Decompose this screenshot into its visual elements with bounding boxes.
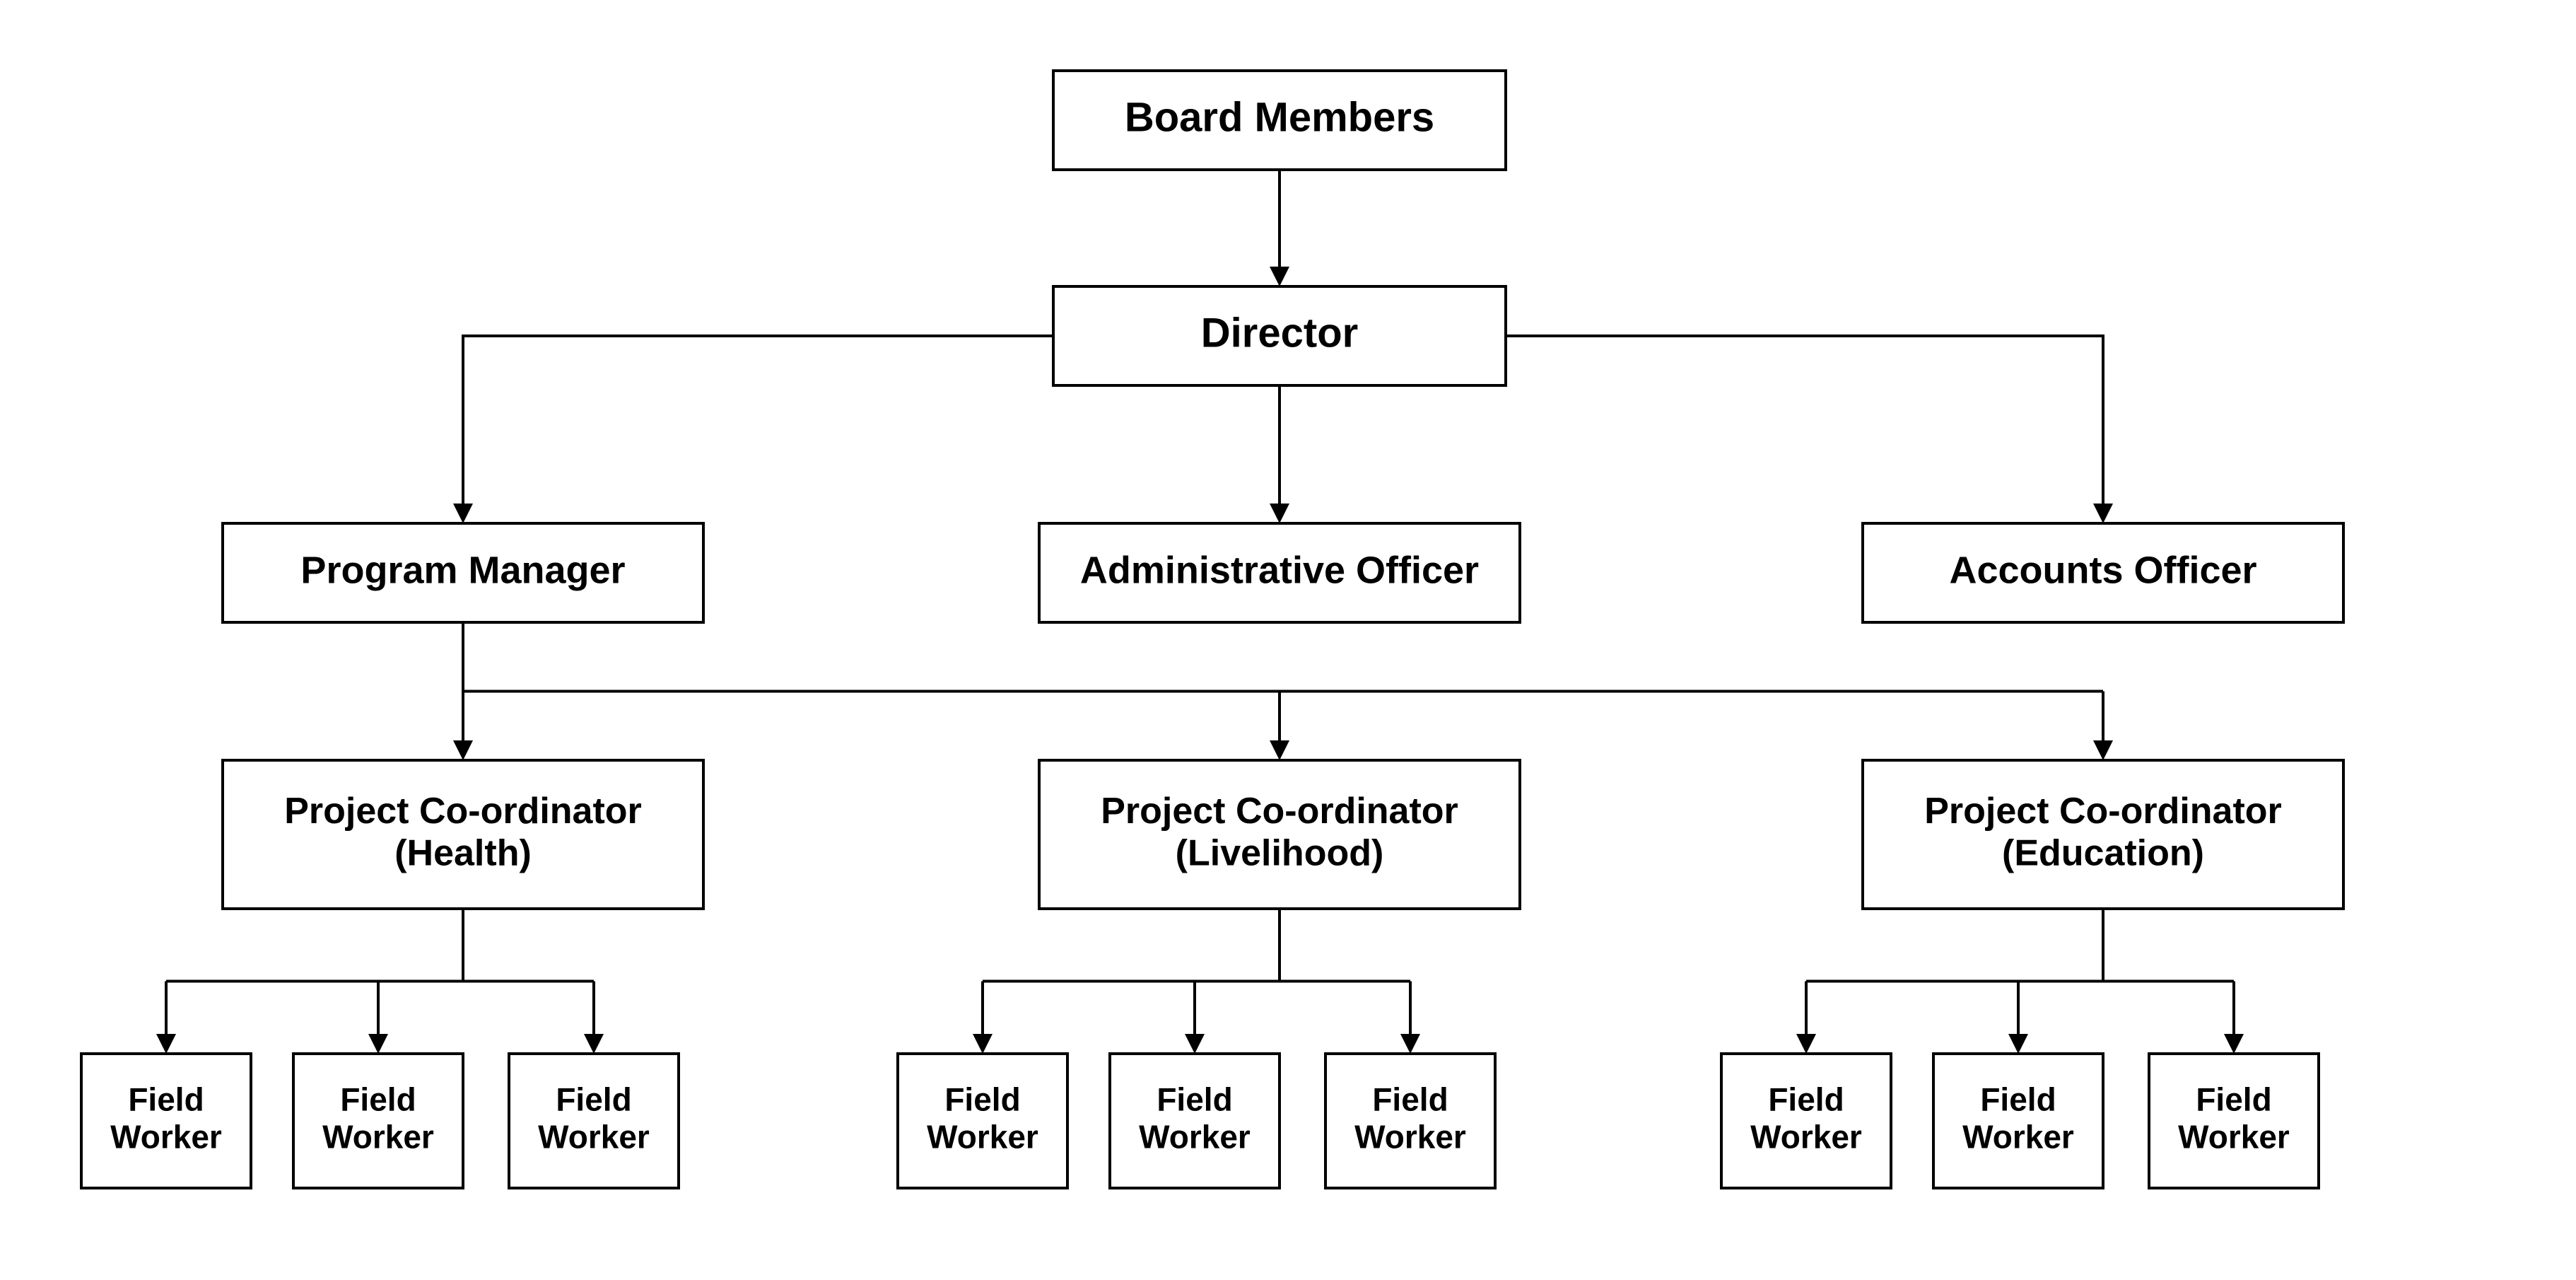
- node-label-fw_l1-l1: Worker: [927, 1119, 1038, 1156]
- node-label-fw_h3-l1: Worker: [538, 1119, 650, 1156]
- arrowhead: [453, 504, 473, 523]
- node-label-fw_h1-l0: Field: [128, 1081, 204, 1118]
- arrowhead: [1185, 1034, 1205, 1054]
- node-fw_h1: FieldWorker: [81, 1054, 251, 1188]
- node-label-director-l0: Director: [1201, 310, 1358, 356]
- node-label-fw_e1-l0: Field: [1768, 1081, 1844, 1118]
- node-fw_l1: FieldWorker: [898, 1054, 1067, 1188]
- node-director: Director: [1053, 286, 1506, 385]
- node-label-fw_l3-l1: Worker: [1354, 1119, 1466, 1156]
- node-label-pc_health-l0: Project Co-ordinator: [284, 791, 642, 832]
- arrowhead: [1400, 1034, 1420, 1054]
- node-label-fw_h3-l0: Field: [556, 1081, 631, 1118]
- arrowhead: [584, 1034, 604, 1054]
- node-fw_l2: FieldWorker: [1110, 1054, 1280, 1188]
- arrowhead: [1270, 504, 1289, 523]
- node-label-pc_health-l1: (Health): [394, 833, 532, 874]
- nodes-layer: Board Members Director Program Manager Admi…: [81, 71, 2343, 1188]
- arrowhead: [2224, 1034, 2244, 1054]
- node-board: Board Members: [1053, 71, 1506, 170]
- node-label-pc_live-l0: Project Co-ordinator: [1101, 791, 1458, 832]
- arrowhead: [1270, 267, 1289, 286]
- node-label-pc_edu-l0: Project Co-ordinator: [1924, 791, 2282, 832]
- arrowhead: [2093, 740, 2113, 760]
- node-label-fw_l2-l0: Field: [1157, 1081, 1232, 1118]
- node-label-fw_h2-l1: Worker: [322, 1119, 434, 1156]
- node-label-fw_e3-l0: Field: [2196, 1081, 2271, 1118]
- node-pc_live: Project Co-ordinator(Livelihood): [1039, 760, 1520, 909]
- node-label-admin-l0: Administrative Officer: [1080, 549, 1479, 591]
- node-pc_edu: Project Co-ordinator(Education): [1863, 760, 2343, 909]
- node-label-fw_l3-l0: Field: [1372, 1081, 1448, 1118]
- node-label-fw_e1-l1: Worker: [1750, 1119, 1862, 1156]
- arrowhead: [1796, 1034, 1816, 1054]
- arrowhead: [2093, 504, 2113, 523]
- node-pm: Program Manager: [223, 523, 703, 622]
- node-acct: Accounts Officer: [1863, 523, 2343, 622]
- node-label-pc_edu-l1: (Education): [2002, 833, 2204, 874]
- node-label-fw_e2-l0: Field: [1980, 1081, 2056, 1118]
- node-label-acct-l0: Accounts Officer: [1949, 549, 2256, 591]
- node-label-fw_l2-l1: Worker: [1139, 1119, 1251, 1156]
- arrowhead: [973, 1034, 993, 1054]
- node-label-fw_h1-l1: Worker: [110, 1119, 222, 1156]
- arrowhead: [2008, 1034, 2028, 1054]
- node-admin: Administrative Officer: [1039, 523, 1520, 622]
- node-fw_e2: FieldWorker: [1933, 1054, 2103, 1188]
- node-label-pc_live-l1: (Livelihood): [1176, 833, 1384, 874]
- node-fw_h3: FieldWorker: [509, 1054, 679, 1188]
- node-pc_health: Project Co-ordinator(Health): [223, 760, 703, 909]
- node-label-fw_h2-l0: Field: [340, 1081, 416, 1118]
- node-fw_e1: FieldWorker: [1721, 1054, 1891, 1188]
- node-fw_e3: FieldWorker: [2149, 1054, 2319, 1188]
- node-fw_h2: FieldWorker: [293, 1054, 463, 1188]
- arrowhead: [156, 1034, 176, 1054]
- node-label-fw_l1-l0: Field: [944, 1081, 1020, 1118]
- node-label-board-l0: Board Members: [1125, 94, 1434, 140]
- org-chart: Board Members Director Program Manager Admi…: [0, 0, 2576, 1280]
- arrowhead: [368, 1034, 388, 1054]
- node-label-fw_e2-l1: Worker: [1962, 1119, 2074, 1156]
- node-fw_l3: FieldWorker: [1325, 1054, 1495, 1188]
- node-label-pm-l0: Program Manager: [300, 549, 625, 591]
- arrowhead: [453, 740, 473, 760]
- node-label-fw_e3-l1: Worker: [2178, 1119, 2290, 1156]
- arrowhead: [1270, 740, 1289, 760]
